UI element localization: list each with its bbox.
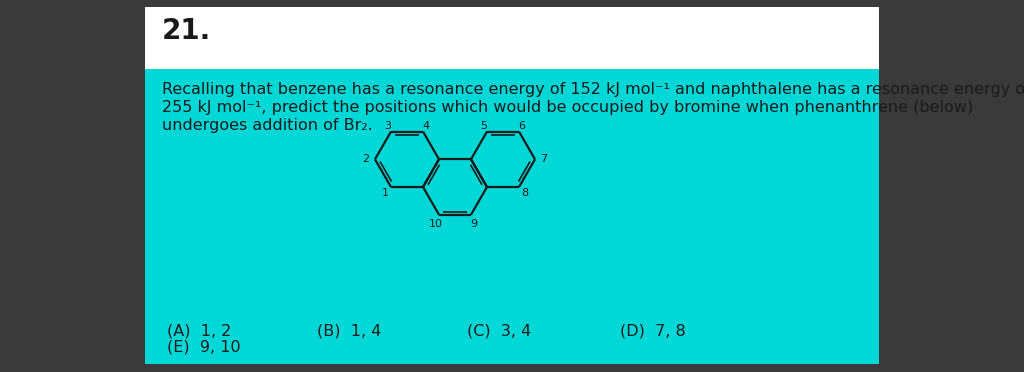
Text: (E)  9, 10: (E) 9, 10	[167, 340, 241, 355]
Text: 21.: 21.	[162, 17, 211, 45]
Text: undergoes addition of Br₂.: undergoes addition of Br₂.	[162, 118, 373, 133]
Text: 7: 7	[541, 154, 548, 164]
Text: 1: 1	[382, 188, 388, 198]
Text: (A)  1, 2: (A) 1, 2	[167, 324, 231, 339]
Text: 4: 4	[423, 121, 429, 131]
Text: 6: 6	[518, 121, 525, 131]
Text: 9: 9	[470, 219, 477, 229]
Text: 255 kJ mol⁻¹, predict the positions which would be occupied by bromine when phen: 255 kJ mol⁻¹, predict the positions whic…	[162, 100, 973, 115]
Text: 5: 5	[480, 121, 487, 131]
Text: 2: 2	[362, 154, 370, 164]
Text: 8: 8	[521, 188, 528, 198]
Bar	[145, 7, 879, 72]
Bar	[145, 69, 879, 364]
Text: (D)  7, 8: (D) 7, 8	[620, 324, 686, 339]
Text: 3: 3	[384, 121, 391, 131]
Text: Recalling that benzene has a resonance energy of 152 kJ mol⁻¹ and naphthalene ha: Recalling that benzene has a resonance e…	[162, 82, 1024, 97]
Text: (B)  1, 4: (B) 1, 4	[317, 324, 381, 339]
Text: (C)  3, 4: (C) 3, 4	[467, 324, 531, 339]
Text: 10: 10	[429, 219, 443, 229]
